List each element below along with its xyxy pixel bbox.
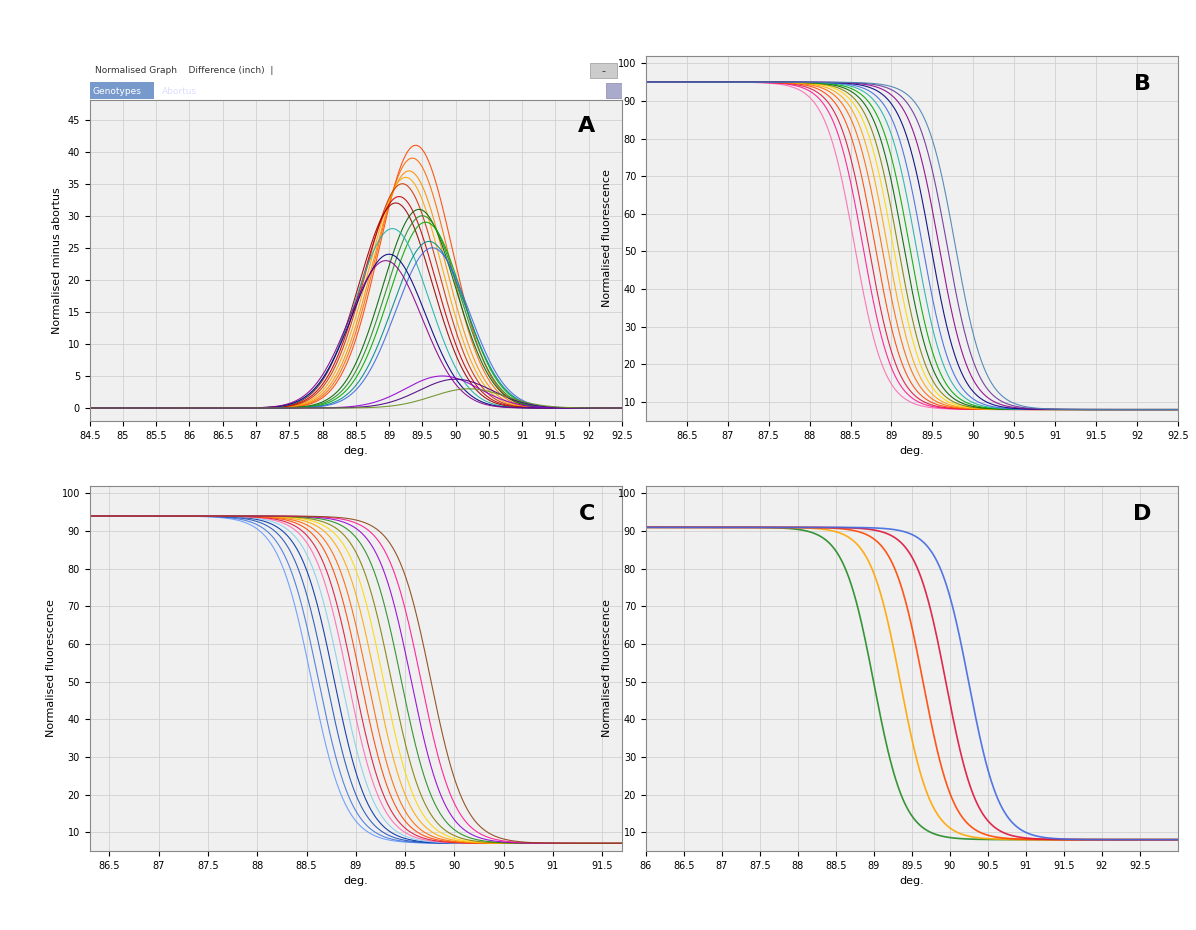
- Text: Abortus: Abortus: [161, 86, 196, 96]
- Text: Normalised Graph    Difference (inch)  |: Normalised Graph Difference (inch) |: [94, 66, 274, 75]
- X-axis label: deg.: deg.: [899, 876, 925, 886]
- X-axis label: deg.: deg.: [343, 876, 368, 886]
- Text: B: B: [1135, 74, 1152, 94]
- Text: A: A: [578, 116, 596, 137]
- Y-axis label: Normalised fluorescence: Normalised fluorescence: [47, 600, 56, 737]
- X-axis label: deg.: deg.: [343, 446, 368, 456]
- Y-axis label: Normalised fluorescence: Normalised fluorescence: [603, 169, 612, 307]
- Text: -: -: [602, 66, 605, 75]
- Text: Genotypes: Genotypes: [92, 86, 141, 96]
- Bar: [590, 63, 617, 78]
- Bar: [606, 83, 622, 98]
- Text: D: D: [1133, 504, 1152, 525]
- Text: C: C: [579, 504, 596, 525]
- X-axis label: deg.: deg.: [899, 446, 925, 456]
- Y-axis label: Normalised fluorescence: Normalised fluorescence: [603, 600, 612, 737]
- Y-axis label: Normalised minus abortus: Normalised minus abortus: [51, 187, 62, 334]
- Bar: [90, 82, 153, 99]
